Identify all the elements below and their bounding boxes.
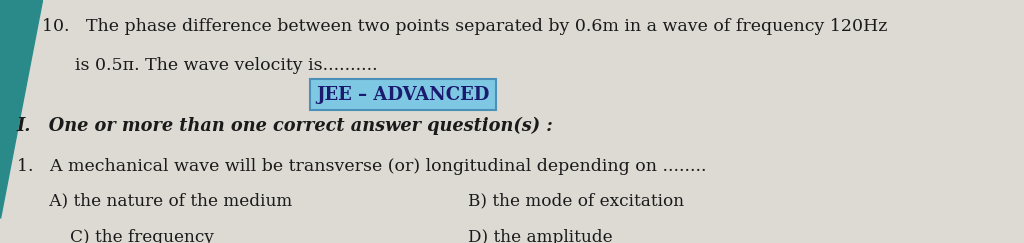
- Text: JEE – ADVANCED: JEE – ADVANCED: [316, 86, 489, 104]
- Text: 10.   The phase difference between two points separated by 0.6m in a wave of fre: 10. The phase difference between two poi…: [42, 18, 888, 35]
- Polygon shape: [0, 0, 42, 218]
- Text: A) the nature of the medium: A) the nature of the medium: [16, 193, 292, 210]
- Text: is 0.5π. The wave velocity is..........: is 0.5π. The wave velocity is..........: [42, 57, 378, 74]
- Text: B) the mode of excitation: B) the mode of excitation: [468, 193, 684, 210]
- Text: D) the amplitude: D) the amplitude: [468, 229, 613, 243]
- Text: I.   One or more than one correct answer question(s) :: I. One or more than one correct answer q…: [16, 117, 554, 135]
- Text: 1.   A mechanical wave will be transverse (or) longitudinal depending on .......: 1. A mechanical wave will be transverse …: [16, 158, 707, 175]
- Text: C) the frequency: C) the frequency: [71, 229, 214, 243]
